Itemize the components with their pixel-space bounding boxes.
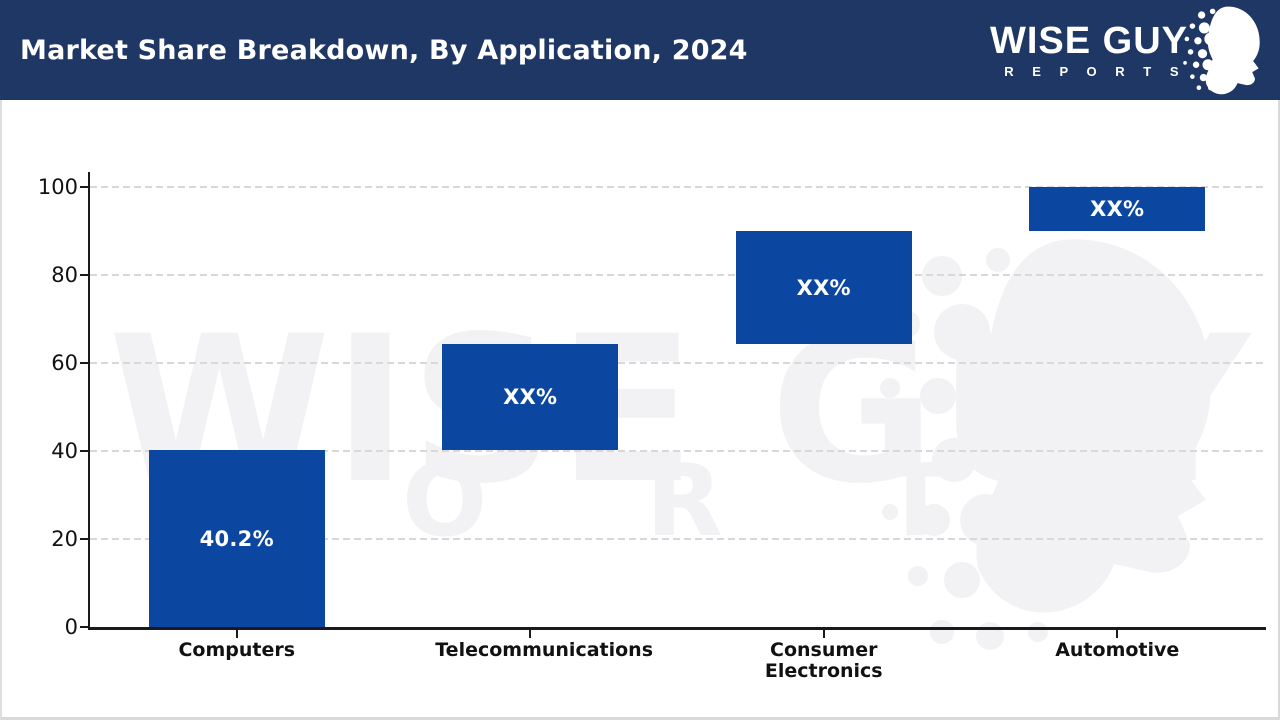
x-tick-mark	[1116, 630, 1119, 638]
y-axis-line	[88, 172, 90, 628]
gridline-40	[90, 450, 1264, 452]
bar-automotive: XX%	[1029, 187, 1206, 232]
gridline-100	[90, 186, 1264, 188]
bar-computers: 40.2%	[148, 450, 325, 627]
header-bar: Market Share Breakdown, By Application, …	[0, 0, 1280, 100]
y-tick-label: 100	[37, 175, 78, 199]
y-tick-mark	[80, 450, 89, 452]
y-tick-mark	[80, 362, 89, 364]
y-tick-label: 20	[51, 527, 78, 551]
y-tick-label: 60	[51, 351, 78, 375]
bar-value-label: XX%	[1090, 197, 1145, 222]
bar-consumer-electronics: XX%	[735, 231, 912, 344]
bar-value-label: XX%	[796, 275, 851, 300]
chart-section: WISE GUY P O R T S 0 20 40 60 80 100 40.2% Comp…	[0, 100, 1280, 720]
bar-value-label: XX%	[503, 384, 558, 409]
brand-subtitle: R E P O R T S	[1004, 63, 1186, 79]
bar-telecommunications: XX%	[442, 343, 619, 451]
x-category-label-computers: Computers	[178, 639, 296, 661]
y-tick-mark	[80, 274, 89, 276]
gridline-60	[90, 362, 1264, 364]
x-tick-mark	[529, 630, 532, 638]
y-tick-mark	[80, 626, 89, 628]
watermark-head-icon	[880, 239, 1211, 650]
bar-value-label: 40.2%	[199, 526, 274, 551]
x-tick-mark	[822, 630, 825, 638]
gridline-80	[90, 274, 1264, 276]
y-tick-label: 80	[51, 263, 78, 287]
brand-logo: WISE GUY R E P O R T S	[990, 6, 1266, 95]
x-category-label-automotive: Automotive	[1055, 639, 1180, 661]
gridline-20	[90, 538, 1264, 540]
x-category-label-consumer-electronics: Consumer Electronics	[764, 639, 883, 682]
x-tick-mark	[235, 630, 238, 638]
y-tick-label: 40	[51, 439, 78, 463]
page-title: Market Share Breakdown, By Application, …	[20, 34, 748, 66]
brand-text: WISE GUY R E P O R T S	[990, 22, 1188, 79]
y-tick-mark	[80, 186, 89, 188]
x-category-label-telecommunications: Telecommunications	[435, 639, 654, 661]
plot-area: 0 20 40 60 80 100 40.2% Computers XX% Telecommuni…	[2, 100, 1278, 717]
y-tick-mark	[80, 538, 89, 540]
head-logo-icon	[1183, 6, 1260, 95]
y-tick-label: 0	[64, 615, 78, 639]
x-axis-line	[88, 627, 1266, 630]
brand-name: WISE GUY	[989, 19, 1188, 62]
